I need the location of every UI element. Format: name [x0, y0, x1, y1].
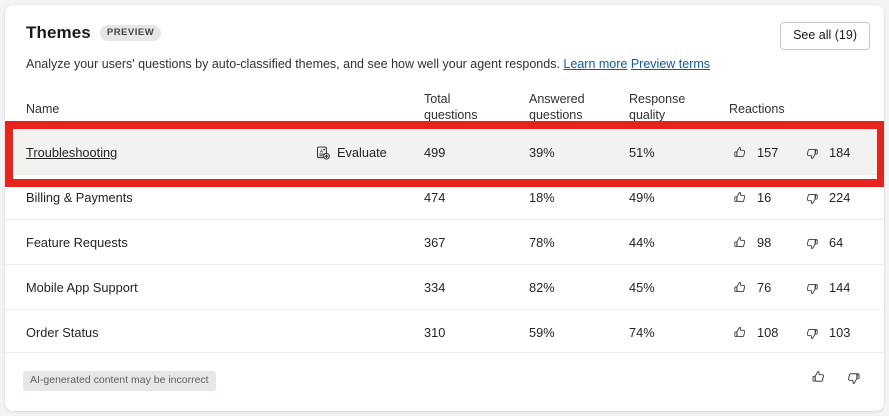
column-header-name: Name: [26, 102, 60, 116]
evaluate-icon: A: [315, 145, 331, 161]
response-quality-cell: 45%: [629, 280, 655, 295]
page-title: Themes: [26, 23, 91, 42]
thumbs-up-icon[interactable]: [732, 145, 748, 161]
thumbs-up-icon[interactable]: [732, 280, 748, 296]
theme-name-link[interactable]: Billing & Payments: [26, 190, 133, 205]
column-header-response-line1: Response: [629, 92, 686, 106]
column-header-total-questions: Total questions: [424, 91, 478, 123]
theme-name-cell: Order Status: [26, 310, 99, 355]
thumbs-down-count: 144: [829, 280, 851, 295]
column-header-answered-line1: Answered: [529, 92, 585, 106]
thumbs-down-cell: 184: [804, 130, 850, 175]
theme-name-link[interactable]: Mobile App Support: [26, 280, 138, 295]
thumbs-up-cell: 16: [732, 175, 771, 220]
thumbs-down-count: 103: [829, 325, 851, 340]
answered-questions-cell: 78%: [529, 235, 555, 250]
themes-card: Themes PREVIEW See all (19) Analyze your…: [5, 5, 884, 411]
thumbs-up-icon[interactable]: [732, 190, 748, 206]
response-quality-cell: 74%: [629, 325, 655, 340]
total-questions-cell: 499: [424, 145, 446, 160]
column-header-total-line2: questions: [424, 108, 478, 122]
thumbs-down-cell: 64: [804, 220, 843, 265]
response-quality-cell: 44%: [629, 235, 655, 250]
column-header-answered-questions: Answered questions: [529, 91, 585, 123]
card-subtitle: Analyze your users' questions by auto-cl…: [26, 57, 710, 71]
column-header-reactions: Reactions: [729, 102, 785, 116]
thumbs-up-count: 108: [757, 325, 779, 340]
evaluate-button[interactable]: A Evaluate: [315, 130, 387, 175]
table-row[interactable]: Feature Requests 367 78% 44% 98 64: [5, 219, 884, 264]
thumbs-up-count: 157: [757, 145, 779, 160]
thumbs-up-count: 16: [757, 190, 772, 205]
answered-questions-cell: 18%: [529, 190, 555, 205]
table-row[interactable]: Order Status 310 59% 74% 108 103: [5, 309, 884, 354]
thumbs-down-icon[interactable]: [804, 235, 820, 251]
evaluate-label: Evaluate: [337, 145, 387, 160]
table-row[interactable]: Mobile App Support 334 82% 45% 76 144: [5, 264, 884, 309]
thumbs-up-count: 98: [757, 235, 772, 250]
thumbs-down-cell: 224: [804, 175, 850, 220]
thumbs-down-count: 64: [829, 235, 844, 250]
thumbs-up-count: 76: [757, 280, 772, 295]
theme-name-link[interactable]: Troubleshooting: [26, 145, 118, 160]
thumbs-down-icon[interactable]: [804, 145, 820, 161]
theme-name-cell: Feature Requests: [26, 220, 128, 265]
answered-questions-cell: 82%: [529, 280, 555, 295]
card-footer: AI-generated content may be incorrect: [5, 352, 884, 411]
thumbs-up-icon[interactable]: [732, 325, 748, 341]
thumbs-down-icon[interactable]: [804, 280, 820, 296]
theme-name-link[interactable]: Feature Requests: [26, 235, 128, 250]
thumbs-up-cell: 108: [732, 310, 778, 355]
preview-terms-link[interactable]: Preview terms: [630, 57, 711, 71]
answered-questions-cell: 59%: [529, 325, 555, 340]
column-header-total-line1: Total: [424, 92, 451, 106]
table-row[interactable]: Billing & Payments 474 18% 49% 16 224: [5, 174, 884, 219]
thumbs-down-cell: 103: [804, 310, 850, 355]
ai-disclaimer-badge: AI-generated content may be incorrect: [23, 371, 216, 391]
theme-name-cell: Billing & Payments: [26, 175, 133, 220]
subtitle-text: Analyze your users' questions by auto-cl…: [26, 57, 560, 71]
thumbs-up-cell: 98: [732, 220, 771, 265]
theme-name-link[interactable]: Order Status: [26, 325, 99, 340]
feedback-icons: [810, 369, 862, 386]
table-body: Troubleshooting A Evaluate 499 39% 51% 157 184 B…: [5, 129, 884, 354]
themes-table: Name Total questions Answered questions …: [5, 89, 884, 354]
preview-badge: PREVIEW: [99, 25, 162, 41]
table-header-row: Name Total questions Answered questions …: [5, 89, 884, 129]
total-questions-cell: 310: [424, 325, 446, 340]
thumbs-up-cell: 76: [732, 265, 771, 310]
response-quality-cell: 49%: [629, 190, 655, 205]
total-questions-cell: 334: [424, 280, 446, 295]
learn-more-link[interactable]: Learn more: [563, 57, 628, 71]
response-quality-cell: 51%: [629, 145, 655, 160]
total-questions-cell: 367: [424, 235, 446, 250]
theme-name-cell: Mobile App Support: [26, 265, 138, 310]
card-header: Themes PREVIEW See all (19) Analyze your…: [5, 5, 884, 75]
thumbs-down-icon[interactable]: [804, 325, 820, 341]
svg-text:A: A: [320, 148, 323, 153]
column-header-response-quality: Response quality: [629, 91, 685, 123]
thumbs-down-icon[interactable]: [804, 190, 820, 206]
thumbs-up-icon[interactable]: [732, 235, 748, 251]
theme-name-cell: Troubleshooting: [26, 130, 117, 175]
thumbs-down-cell: 144: [804, 265, 850, 310]
table-row[interactable]: Troubleshooting A Evaluate 499 39% 51% 157 184: [5, 129, 884, 174]
thumbs-down-count: 224: [829, 190, 851, 205]
total-questions-cell: 474: [424, 190, 446, 205]
answered-questions-cell: 39%: [529, 145, 555, 160]
thumbs-up-cell: 157: [732, 130, 778, 175]
title-group: Themes PREVIEW: [26, 23, 162, 43]
column-header-answered-line2: questions: [529, 108, 583, 122]
see-all-button[interactable]: See all (19): [780, 22, 870, 50]
thumbs-up-icon[interactable]: [810, 369, 827, 386]
column-header-response-line2: quality: [629, 108, 666, 122]
thumbs-down-count: 184: [829, 145, 851, 160]
thumbs-down-icon[interactable]: [845, 369, 862, 386]
